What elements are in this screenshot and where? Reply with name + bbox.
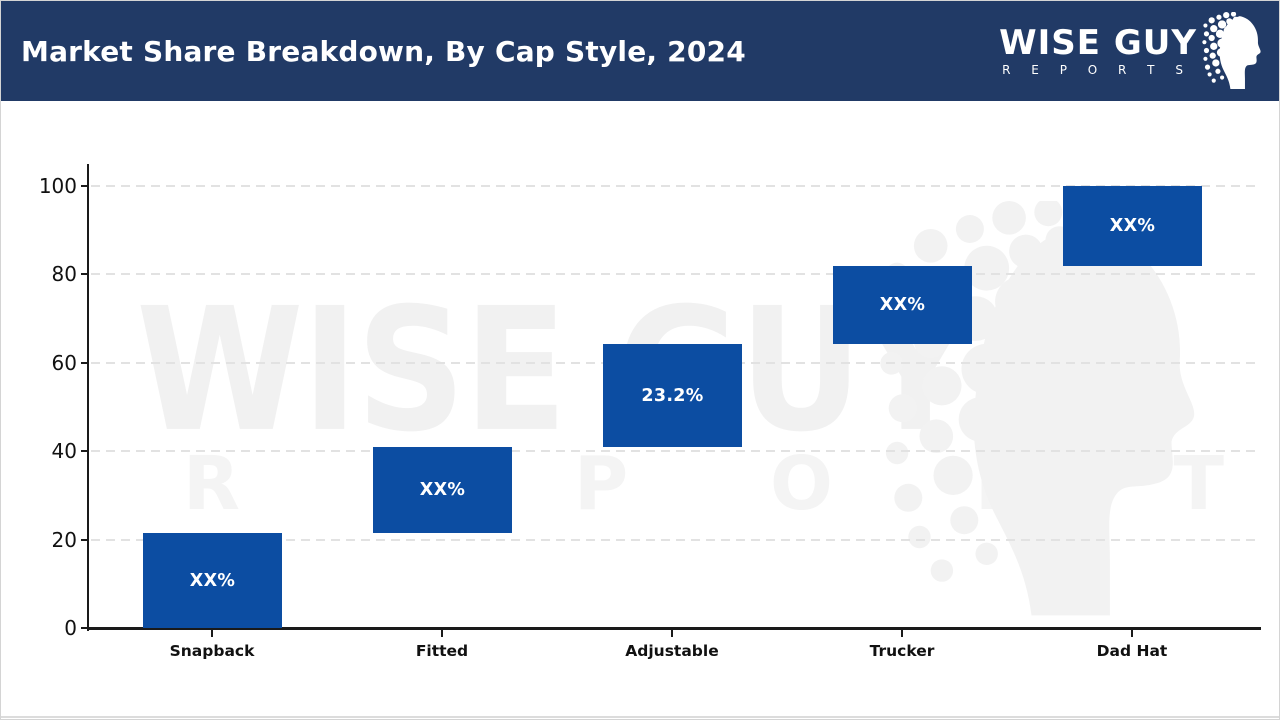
- y-tick-mark-80: [81, 273, 89, 275]
- logo-wordmark: WISE GUY: [999, 22, 1197, 63]
- y-tick-mark-0: [81, 627, 89, 629]
- chart-title: Market Share Breakdown, By Cap Style, 20…: [21, 34, 746, 68]
- gridline-100: [91, 185, 1259, 187]
- x-tick-mark-2: [671, 630, 673, 637]
- bar-value-label: XX%: [879, 295, 926, 315]
- bar-segment-dad-hat: XX%: [1063, 186, 1202, 266]
- bar-segment-snapback: XX%: [143, 533, 282, 628]
- bar-segment-adjustable: 23.2%: [603, 344, 742, 447]
- y-tick-mark-100: [81, 185, 89, 187]
- bar-segment-fitted: XX%: [373, 447, 512, 533]
- x-tick-mark-0: [211, 630, 213, 637]
- y-tick-label-100: 100: [38, 174, 77, 198]
- x-axis-label-trucker: Trucker: [869, 642, 935, 660]
- x-tick-mark-3: [901, 630, 903, 637]
- y-axis-spine: [87, 164, 89, 631]
- header-band: Market Share Breakdown, By Cap Style, 20…: [1, 1, 1279, 101]
- y-tick-label-60: 60: [51, 351, 77, 375]
- logo-text: WISE GUY R E P O R T S: [999, 26, 1197, 77]
- bottom-divider: [1, 716, 1279, 718]
- bar-value-label: 23.2%: [641, 385, 704, 406]
- y-tick-mark-60: [81, 362, 89, 364]
- gridline-20: [91, 539, 1259, 541]
- bar-value-label: XX%: [1109, 216, 1156, 236]
- x-axis-label-adjustable: Adjustable: [625, 642, 719, 660]
- logo-head-profile-icon: [1202, 12, 1261, 89]
- y-tick-label-0: 0: [64, 616, 77, 640]
- y-tick-label-40: 40: [51, 439, 77, 463]
- logo-subtitle: R E P O R T S: [1002, 62, 1192, 77]
- bar-segment-trucker: XX%: [833, 266, 972, 344]
- x-tick-mark-4: [1131, 630, 1133, 637]
- y-tick-mark-20: [81, 539, 89, 541]
- x-axis-spine: [87, 627, 1261, 630]
- y-tick-label-20: 20: [51, 528, 77, 552]
- x-axis-label-dad-hat: Dad Hat: [1096, 642, 1168, 660]
- bar-value-label: XX%: [419, 480, 466, 500]
- y-tick-label-80: 80: [51, 262, 77, 286]
- x-axis-label-fitted: Fitted: [415, 642, 469, 660]
- x-tick-mark-1: [441, 630, 443, 637]
- bar-value-label: XX%: [189, 570, 236, 591]
- wise-guy-reports-logo: WISE GUY R E P O R T S: [999, 12, 1267, 90]
- gridline-40: [91, 450, 1259, 452]
- gridline-80: [91, 273, 1259, 275]
- x-axis-label-snapback: Snapback: [169, 642, 255, 660]
- y-tick-mark-40: [81, 450, 89, 452]
